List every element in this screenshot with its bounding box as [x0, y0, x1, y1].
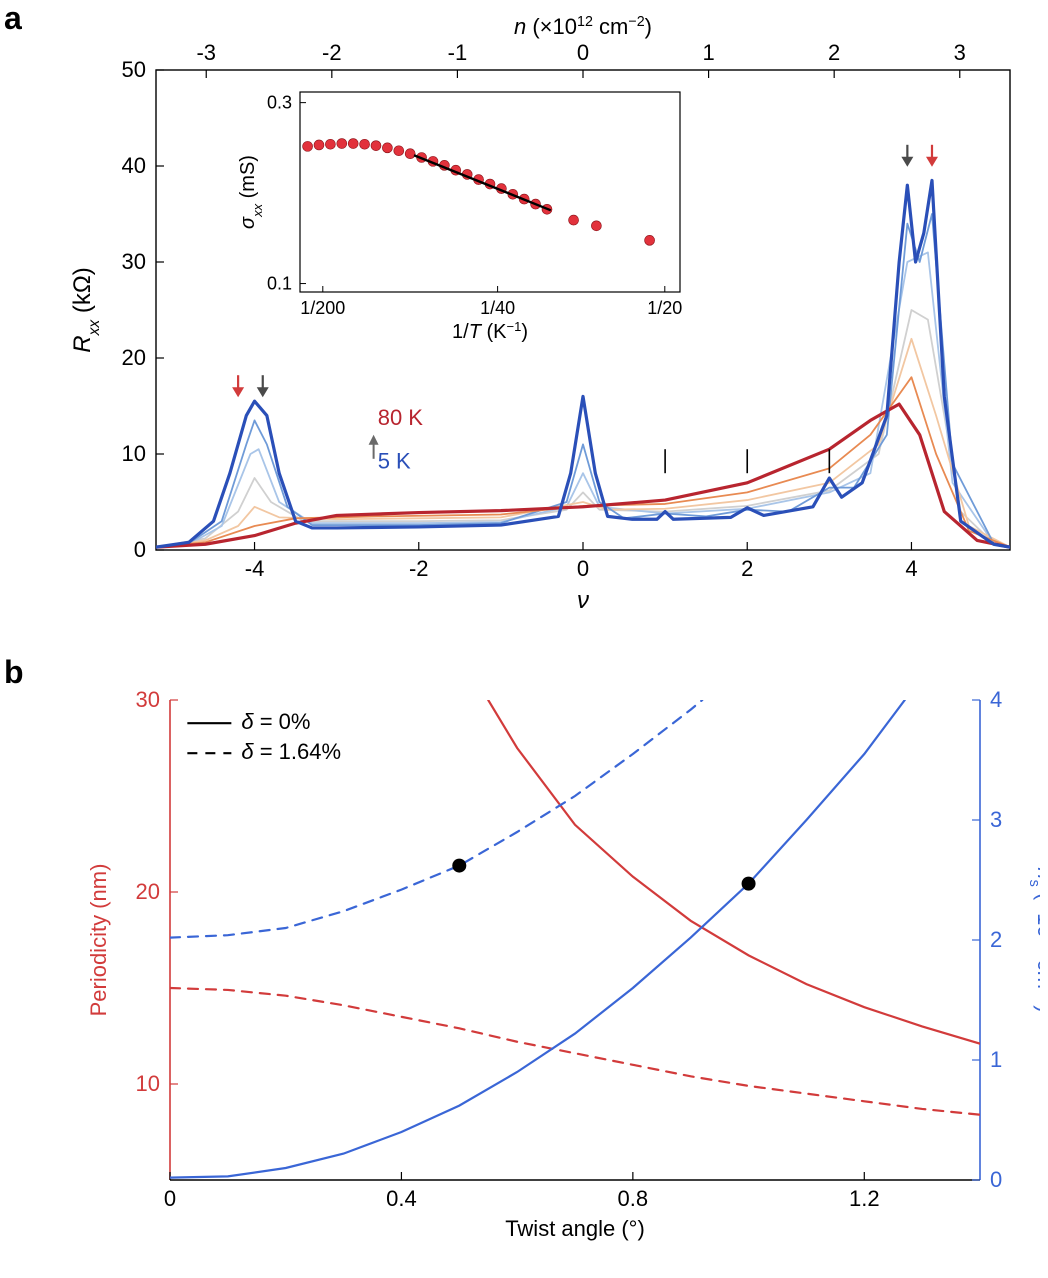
- svg-text:-2: -2: [409, 556, 429, 581]
- svg-text:2: 2: [828, 40, 840, 65]
- svg-text:0.4: 0.4: [386, 1186, 417, 1211]
- svg-text:Periodicity (nm): Periodicity (nm): [86, 864, 111, 1017]
- svg-text:-1: -1: [448, 40, 468, 65]
- svg-text:1: 1: [990, 1047, 1002, 1072]
- svg-text:50: 50: [122, 57, 146, 82]
- svg-text:4: 4: [990, 687, 1002, 712]
- svg-text:1/200: 1/200: [300, 298, 345, 318]
- svg-text:0.1: 0.1: [267, 274, 292, 294]
- svg-text:ν: ν: [577, 587, 589, 614]
- svg-text:Twist angle (°): Twist angle (°): [505, 1216, 645, 1241]
- svg-text:0: 0: [134, 537, 146, 562]
- svg-text:0: 0: [164, 1186, 176, 1211]
- svg-text:20: 20: [122, 345, 146, 370]
- figure-root: a -4-2024ν-3-2-10123n (×1012 cm−2)010203…: [0, 0, 1048, 1278]
- svg-text:30: 30: [136, 687, 160, 712]
- svg-text:4: 4: [905, 556, 917, 581]
- svg-text:σxx (mS): σxx (mS): [237, 155, 265, 229]
- svg-text:1/T (K−1): 1/T (K−1): [452, 319, 528, 344]
- panel-b-label: b: [4, 654, 24, 691]
- panel-a-chart: -4-2024ν-3-2-10123n (×1012 cm−2)01020304…: [40, 10, 1040, 650]
- svg-text:0.3: 0.3: [267, 93, 292, 113]
- svg-text:0.8: 0.8: [618, 1186, 649, 1211]
- svg-text:n (×1012 cm−2): n (×1012 cm−2): [514, 14, 652, 39]
- svg-text:3: 3: [954, 40, 966, 65]
- svg-text:20: 20: [136, 879, 160, 904]
- svg-text:2: 2: [990, 927, 1002, 952]
- svg-text:-2: -2: [322, 40, 342, 65]
- svg-text:δ = 0%: δ = 0%: [241, 709, 310, 734]
- svg-text:2: 2: [741, 556, 753, 581]
- panel-a-label: a: [4, 0, 22, 37]
- svg-text:Rxx (kΩ): Rxx (kΩ): [69, 267, 103, 353]
- svg-text:80 K: 80 K: [378, 405, 424, 430]
- svg-text:1.2: 1.2: [849, 1186, 880, 1211]
- svg-text:3: 3: [990, 807, 1002, 832]
- svg-text:δ = 1.64%: δ = 1.64%: [241, 739, 341, 764]
- svg-text:1: 1: [702, 40, 714, 65]
- svg-text:1/20: 1/20: [647, 298, 682, 318]
- svg-text:5 K: 5 K: [378, 448, 411, 473]
- svg-text:10: 10: [136, 1071, 160, 1096]
- svg-text:1/40: 1/40: [480, 298, 515, 318]
- svg-text:0: 0: [577, 40, 589, 65]
- svg-text:ns (×1012 cm−2): ns (×1012 cm−2): [1026, 867, 1040, 1012]
- svg-text:0: 0: [990, 1167, 1002, 1192]
- svg-text:10: 10: [122, 441, 146, 466]
- svg-text:40: 40: [122, 153, 146, 178]
- svg-text:-4: -4: [245, 556, 265, 581]
- panel-b-chart: 00.40.81.2Twist angle (°)102030Periodici…: [40, 660, 1040, 1260]
- svg-text:0: 0: [577, 556, 589, 581]
- svg-text:-3: -3: [196, 40, 216, 65]
- svg-text:30: 30: [122, 249, 146, 274]
